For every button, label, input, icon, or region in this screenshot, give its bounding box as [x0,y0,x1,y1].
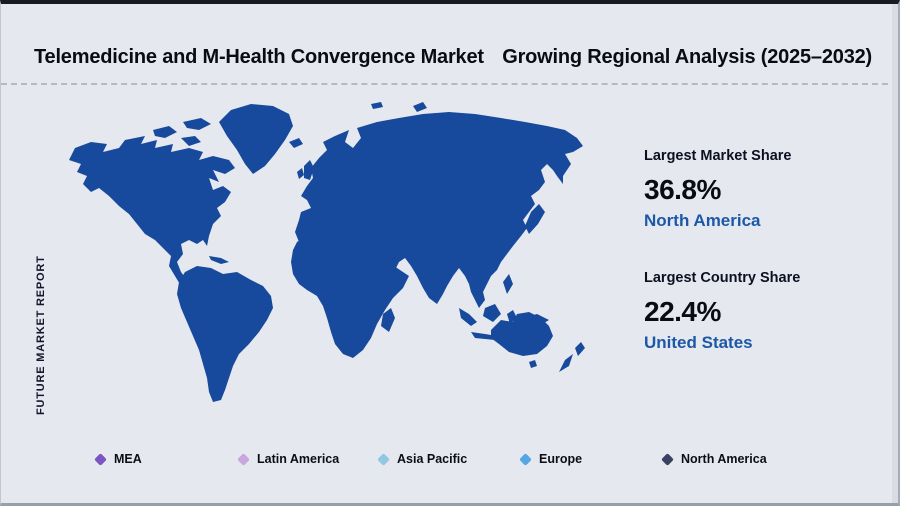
stat-largest-country-share: Largest Country Share 22.4% United State… [644,270,894,353]
legend-item-europe: Europe [519,452,583,466]
north-america-landmass [69,136,235,312]
legend-marker-icon [519,452,532,466]
legend-item-latin-america: Latin America [237,452,340,466]
tasmania [529,360,537,368]
iceland [289,138,303,148]
legend-marker-icon [377,452,390,466]
legend-marker-icon [237,452,250,466]
legend-label: North America [681,452,767,466]
world-map-svg [69,102,585,402]
legend-label: Asia Pacific [397,452,468,466]
britain [304,160,314,180]
svalbard [371,102,383,109]
stat-largest-market-share: Largest Market Share 36.8% North America [644,148,894,231]
ireland [297,168,304,179]
legend-label: Europe [539,452,583,466]
legend-label: Latin America [257,452,340,466]
stat-value: 36.8% [644,174,721,205]
legend-label: MEA [114,452,142,466]
japan [525,204,545,234]
legend-item-mea: MEA [94,452,142,466]
page-title-right: Growing Regional Analysis (2025–2032) [502,46,872,68]
world-map [61,96,623,426]
novaya-zemlya [413,102,427,112]
legend-item-north-america: North America [661,452,767,466]
sulawesi [507,310,517,324]
legend-marker-icon [94,452,107,466]
world-landmass [69,102,585,402]
australia [491,312,553,356]
south-america [177,266,273,402]
stat-region: United States [644,333,753,352]
header-dashed-divider [1,83,898,85]
greenland [219,104,293,174]
madagascar [381,308,395,332]
borneo [483,304,501,322]
eurasia [295,112,583,308]
new-zealand [559,342,585,372]
java [471,332,497,340]
right-edge-strip [892,4,898,503]
stat-value: 22.4% [644,296,721,327]
stat-label: Largest Market Share [644,148,792,164]
stat-label: Largest Country Share [644,270,801,286]
stat-region: North America [644,211,761,230]
brand-vertical-text: FUTURE MARKET REPORT [35,255,47,415]
philippines [503,274,513,294]
sumatra [459,308,477,326]
page-title-left: Telemedicine and M-Health Convergence Ma… [34,46,484,68]
legend-marker-icon [661,452,674,466]
arctic-islands [153,118,211,146]
legend-item-asia-pacific: Asia Pacific [377,452,468,466]
caribbean-islands [209,256,229,264]
